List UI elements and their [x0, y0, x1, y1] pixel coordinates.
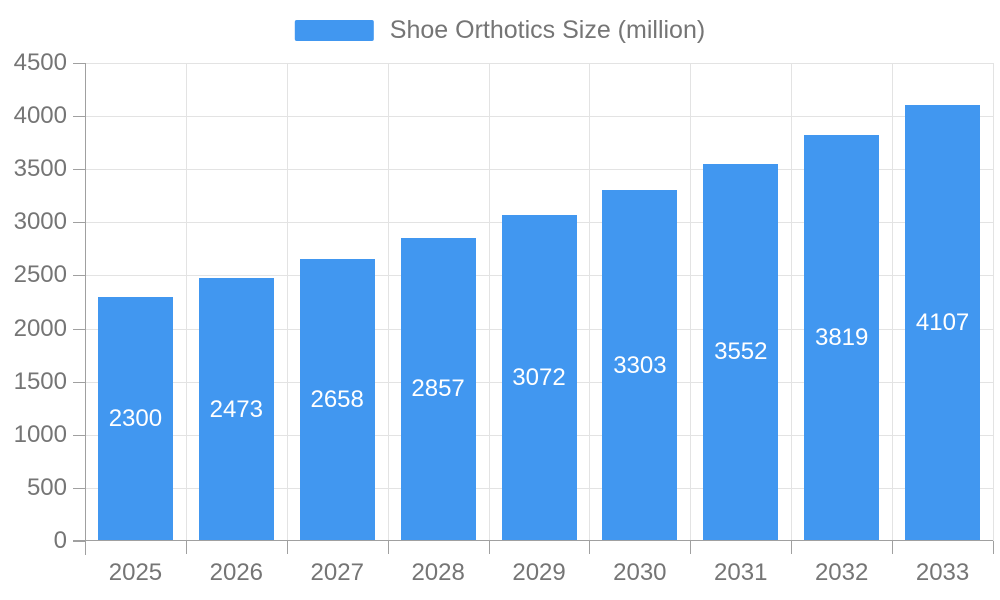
- gridline-vertical: [892, 63, 893, 541]
- bar-value-label: 2300: [108, 404, 163, 432]
- x-axis-tick: [489, 541, 490, 554]
- x-axis-label: 2033: [915, 559, 970, 586]
- y-axis-tick: [73, 541, 85, 542]
- y-axis-label: 1500: [13, 368, 67, 395]
- y-axis-tick: [73, 329, 85, 330]
- gridline-vertical: [993, 63, 994, 541]
- gridline-vertical: [589, 63, 590, 541]
- gridline-vertical: [186, 63, 187, 541]
- bar[interactable]: 3072: [501, 214, 577, 541]
- y-axis-label: 4500: [13, 49, 67, 76]
- x-axis-tick: [287, 541, 288, 554]
- bar[interactable]: 2300: [97, 296, 173, 541]
- legend-swatch: [294, 20, 374, 41]
- bar-value-label: 2473: [209, 395, 263, 423]
- bar[interactable]: 2658: [299, 258, 375, 541]
- y-axis-tick: [73, 275, 85, 276]
- gridline-vertical: [287, 63, 288, 541]
- gridline-vertical: [791, 63, 792, 541]
- bar[interactable]: 2473: [198, 278, 274, 541]
- x-axis-label: 2029: [512, 559, 566, 586]
- y-axis-tick: [73, 435, 85, 436]
- x-axis-label: 2027: [310, 559, 364, 586]
- x-axis-label: 2025: [108, 559, 163, 586]
- gridline-vertical: [489, 63, 490, 541]
- y-axis-label: 2000: [13, 315, 67, 342]
- y-axis-tick: [73, 382, 85, 383]
- x-axis-label: 2032: [814, 559, 869, 586]
- bar-value-label: 2658: [310, 385, 364, 413]
- legend-item[interactable]: Shoe Orthotics Size (million): [294, 16, 706, 45]
- bar[interactable]: 3552: [703, 163, 779, 541]
- y-axis-label: 0: [53, 527, 67, 554]
- x-axis-tick: [589, 541, 590, 554]
- x-axis-tick: [186, 541, 187, 554]
- y-axis-tick: [73, 63, 85, 64]
- x-axis-tick: [993, 541, 994, 554]
- y-axis-label: 500: [26, 474, 67, 501]
- y-axis-label: 3500: [13, 155, 67, 182]
- x-axis-tick: [791, 541, 792, 554]
- bar-value-label: 2857: [411, 375, 465, 403]
- x-axis-label: 2031: [714, 559, 768, 586]
- bar-value-label: 3072: [512, 363, 566, 391]
- x-axis-tick: [85, 541, 86, 554]
- y-axis-line: [85, 63, 86, 555]
- y-axis-label: 2500: [13, 261, 67, 288]
- x-axis-line: [73, 540, 993, 541]
- gridline-horizontal: [85, 63, 993, 64]
- gridline-horizontal: [85, 116, 993, 117]
- bar[interactable]: 2857: [400, 237, 476, 541]
- x-axis-label: 2030: [613, 559, 667, 586]
- bar[interactable]: 3303: [602, 190, 678, 541]
- y-axis-label: 3000: [13, 208, 67, 235]
- gridline-vertical: [690, 63, 691, 541]
- bar[interactable]: 3819: [804, 135, 880, 541]
- x-axis-tick: [892, 541, 893, 554]
- y-axis-label: 1000: [13, 421, 67, 448]
- y-axis-label: 4000: [13, 102, 67, 129]
- bar[interactable]: 4107: [905, 104, 981, 541]
- bar-value-label: 4107: [915, 308, 970, 336]
- gridline-horizontal: [85, 169, 993, 170]
- y-axis-tick: [73, 116, 85, 117]
- gridline-vertical: [388, 63, 389, 541]
- y-axis-tick: [73, 222, 85, 223]
- x-axis-tick: [690, 541, 691, 554]
- legend-label: Shoe Orthotics Size (million): [389, 16, 706, 44]
- bar-value-label: 3303: [613, 351, 667, 379]
- x-axis-tick: [388, 541, 389, 554]
- x-axis-label: 2026: [209, 559, 264, 586]
- y-axis-tick: [73, 169, 85, 170]
- bar-value-label: 3552: [714, 338, 768, 366]
- bar-value-label: 3819: [814, 324, 869, 352]
- x-axis-label: 2028: [411, 559, 465, 586]
- y-axis-tick: [73, 488, 85, 489]
